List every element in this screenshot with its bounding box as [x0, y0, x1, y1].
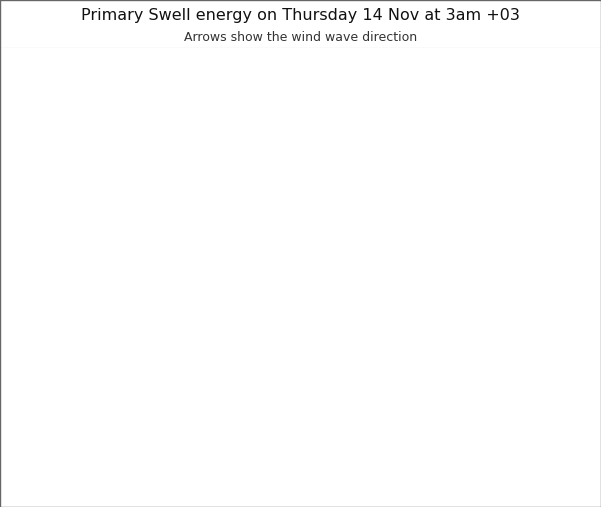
- Text: Primary Swell energy on Thursday 14 Nov at 3am +03: Primary Swell energy on Thursday 14 Nov …: [81, 8, 520, 23]
- Text: cartopy required: cartopy required: [219, 268, 382, 287]
- Text: Arrows show the wind wave direction: Arrows show the wind wave direction: [184, 31, 417, 44]
